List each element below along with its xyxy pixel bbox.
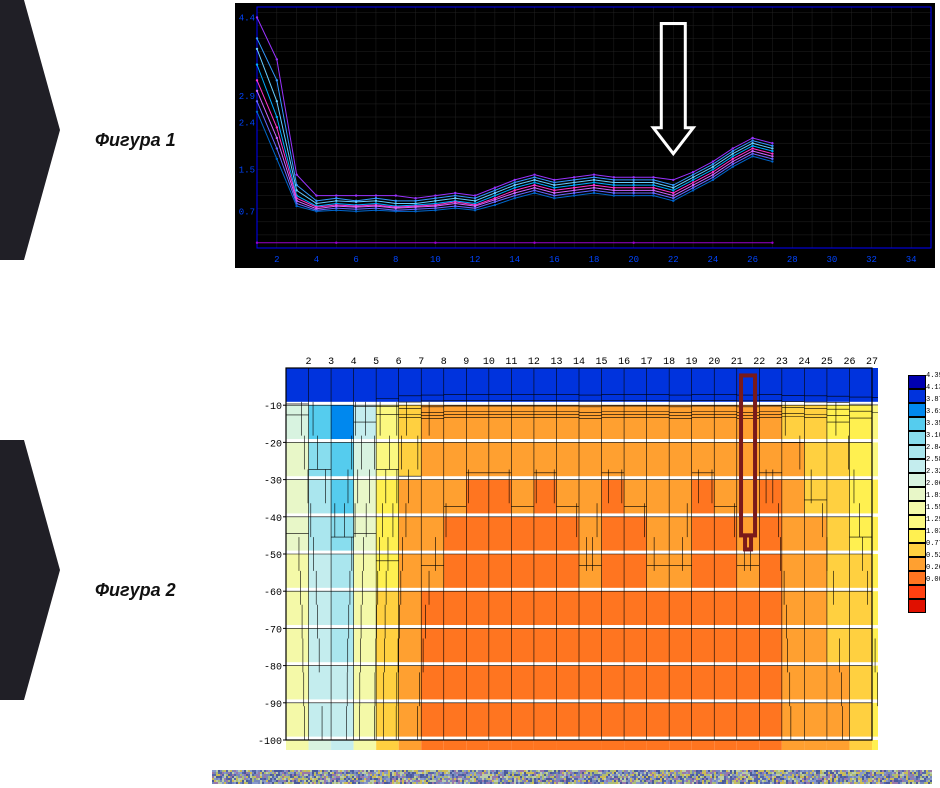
chart-1-line: 2468101214161820222426283032340.71.52.42… bbox=[232, 0, 938, 271]
svg-text:14: 14 bbox=[573, 357, 585, 368]
chart-2-contour: 2345678910111213141516171819202122232425… bbox=[248, 350, 878, 750]
svg-text:13: 13 bbox=[550, 357, 562, 368]
svg-text:24: 24 bbox=[708, 255, 719, 265]
svg-text:10: 10 bbox=[483, 357, 495, 368]
svg-text:5: 5 bbox=[373, 357, 379, 368]
svg-text:12: 12 bbox=[470, 255, 481, 265]
svg-text:2.4: 2.4 bbox=[239, 118, 255, 128]
svg-text:14: 14 bbox=[509, 255, 520, 265]
svg-text:22: 22 bbox=[753, 357, 765, 368]
svg-text:2.9: 2.9 bbox=[239, 92, 255, 102]
svg-text:4: 4 bbox=[351, 357, 357, 368]
chart-1-svg: 2468101214161820222426283032340.71.52.42… bbox=[235, 3, 935, 268]
svg-text:11: 11 bbox=[505, 357, 517, 368]
svg-text:26: 26 bbox=[843, 357, 855, 368]
svg-text:23: 23 bbox=[776, 357, 788, 368]
svg-text:-10: -10 bbox=[264, 402, 282, 413]
figure-1-label: Фигура 1 bbox=[95, 130, 176, 151]
svg-text:19: 19 bbox=[686, 357, 698, 368]
svg-text:32: 32 bbox=[866, 255, 877, 265]
svg-text:4: 4 bbox=[314, 255, 319, 265]
svg-text:6: 6 bbox=[396, 357, 402, 368]
svg-text:7: 7 bbox=[418, 357, 424, 368]
svg-text:-100: -100 bbox=[258, 737, 282, 748]
svg-text:12: 12 bbox=[528, 357, 540, 368]
svg-text:-80: -80 bbox=[264, 663, 282, 674]
svg-text:4.4: 4.4 bbox=[239, 13, 255, 23]
chart-2-svg: 2345678910111213141516171819202122232425… bbox=[248, 350, 878, 750]
svg-text:25: 25 bbox=[821, 357, 833, 368]
svg-text:18: 18 bbox=[589, 255, 600, 265]
svg-text:-20: -20 bbox=[264, 439, 282, 450]
svg-text:21: 21 bbox=[731, 357, 743, 368]
svg-text:6: 6 bbox=[353, 255, 358, 265]
svg-text:2: 2 bbox=[306, 357, 312, 368]
svg-text:30: 30 bbox=[826, 255, 837, 265]
svg-text:22: 22 bbox=[668, 255, 679, 265]
svg-text:17: 17 bbox=[641, 357, 653, 368]
svg-text:-70: -70 bbox=[264, 625, 282, 636]
page-root: { "labels":{"fig1":"Фигура 1","fig2":"Фи… bbox=[0, 0, 940, 788]
svg-text:-30: -30 bbox=[264, 477, 282, 488]
svg-text:1.5: 1.5 bbox=[239, 165, 255, 175]
svg-text:-50: -50 bbox=[264, 551, 282, 562]
svg-text:8: 8 bbox=[441, 357, 447, 368]
svg-text:27: 27 bbox=[866, 357, 878, 368]
svg-text:26: 26 bbox=[747, 255, 758, 265]
svg-text:10: 10 bbox=[430, 255, 441, 265]
side-chevron-1 bbox=[0, 0, 60, 260]
svg-text:20: 20 bbox=[708, 357, 720, 368]
svg-text:9: 9 bbox=[463, 357, 469, 368]
svg-text:16: 16 bbox=[618, 357, 630, 368]
svg-text:-60: -60 bbox=[264, 588, 282, 599]
side-chevron-2 bbox=[0, 440, 60, 700]
svg-text:15: 15 bbox=[596, 357, 608, 368]
figure-2-label: Фигура 2 bbox=[95, 580, 176, 601]
svg-text:2: 2 bbox=[274, 255, 279, 265]
svg-text:24: 24 bbox=[798, 357, 810, 368]
svg-text:16: 16 bbox=[549, 255, 560, 265]
svg-text:18: 18 bbox=[663, 357, 675, 368]
colorbar: 4.394.133.873.613.353.102.842.582.322.06… bbox=[908, 375, 936, 715]
svg-text:-90: -90 bbox=[264, 700, 282, 711]
svg-text:20: 20 bbox=[628, 255, 639, 265]
svg-text:-40: -40 bbox=[264, 514, 282, 525]
svg-text:0.7: 0.7 bbox=[239, 207, 255, 217]
svg-text:34: 34 bbox=[906, 255, 917, 265]
svg-text:8: 8 bbox=[393, 255, 398, 265]
svg-text:3: 3 bbox=[328, 357, 334, 368]
svg-text:28: 28 bbox=[787, 255, 798, 265]
noise-strip bbox=[212, 770, 932, 784]
